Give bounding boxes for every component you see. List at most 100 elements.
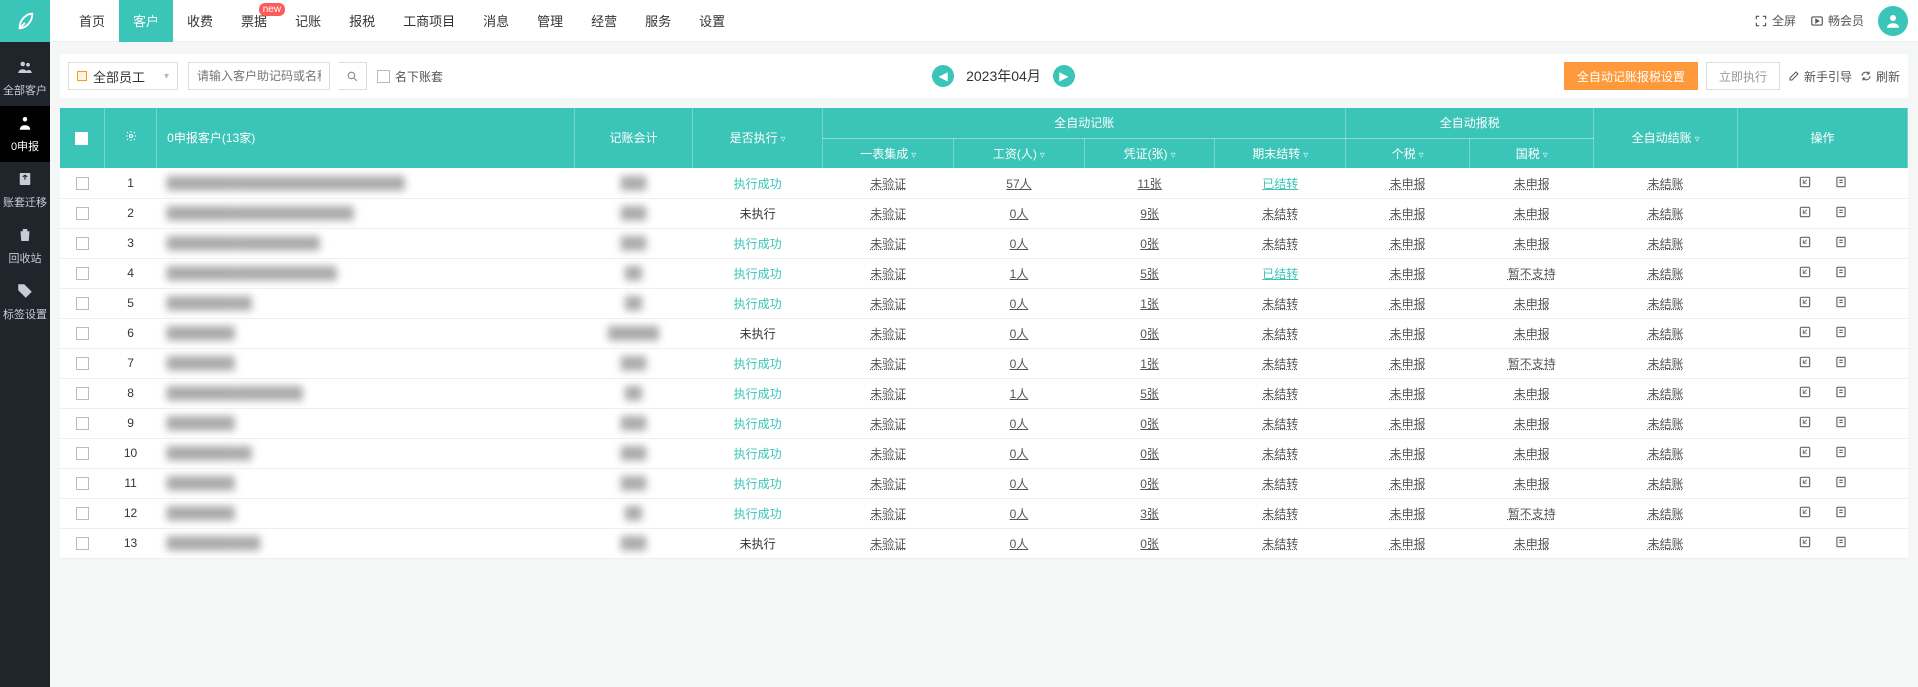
cell-customer[interactable]: ████████	[157, 348, 575, 378]
cell-voucher[interactable]: 0张	[1084, 468, 1215, 498]
cell-form[interactable]: 未验证	[823, 498, 954, 528]
cell-close[interactable]: 未结账	[1594, 438, 1738, 468]
sidebar-item-账套迁移[interactable]: 账套迁移	[0, 162, 50, 218]
cell-salary[interactable]: 0人	[954, 288, 1085, 318]
cell-voucher[interactable]: 9张	[1084, 198, 1215, 228]
th-salary[interactable]: 工资(人)▿	[954, 138, 1085, 168]
cell-ntax[interactable]: 暂不支持	[1470, 348, 1594, 378]
th-exec[interactable]: 是否执行▿	[692, 108, 823, 168]
nav-item-客户[interactable]: 客户	[119, 0, 173, 42]
cell-customer[interactable]: ████████████████████	[157, 258, 575, 288]
row-checkbox[interactable]	[60, 498, 104, 528]
cell-carry[interactable]: 未结转	[1215, 498, 1346, 528]
auto-settings-button[interactable]: 全自动记账报税设置	[1564, 62, 1698, 90]
nav-item-票据[interactable]: 票据new	[227, 0, 281, 42]
cell-ntax[interactable]: 未申报	[1470, 288, 1594, 318]
row-detail-button[interactable]	[1834, 355, 1848, 372]
cell-close[interactable]: 未结账	[1594, 498, 1738, 528]
row-detail-button[interactable]	[1834, 535, 1848, 552]
th-index[interactable]	[104, 108, 156, 168]
cell-carry[interactable]: 未结转	[1215, 438, 1346, 468]
cell-customer[interactable]: ██████████████████	[157, 228, 575, 258]
cell-ptax[interactable]: 未申报	[1346, 348, 1470, 378]
row-detail-button[interactable]	[1834, 325, 1848, 342]
cell-carry[interactable]: 未结转	[1215, 408, 1346, 438]
cell-salary[interactable]: 0人	[954, 438, 1085, 468]
th-customer[interactable]: 0申报客户(13家)	[157, 108, 575, 168]
refresh-link[interactable]: 刷新	[1860, 68, 1900, 85]
cell-form[interactable]: 未验证	[823, 288, 954, 318]
cell-form[interactable]: 未验证	[823, 468, 954, 498]
cell-ptax[interactable]: 未申报	[1346, 528, 1470, 558]
cell-close[interactable]: 未结账	[1594, 408, 1738, 438]
row-edit-button[interactable]	[1798, 235, 1812, 252]
cell-close[interactable]: 未结账	[1594, 348, 1738, 378]
cell-form[interactable]: 未验证	[823, 528, 954, 558]
cell-salary[interactable]: 0人	[954, 468, 1085, 498]
cell-customer[interactable]: ████████	[157, 318, 575, 348]
row-checkbox[interactable]	[60, 198, 104, 228]
row-detail-button[interactable]	[1834, 175, 1848, 192]
cell-voucher[interactable]: 0张	[1084, 228, 1215, 258]
row-checkbox[interactable]	[60, 468, 104, 498]
row-checkbox[interactable]	[60, 318, 104, 348]
row-edit-button[interactable]	[1798, 475, 1812, 492]
row-edit-button[interactable]	[1798, 355, 1812, 372]
cell-close[interactable]: 未结账	[1594, 168, 1738, 198]
cell-carry[interactable]: 未结转	[1215, 348, 1346, 378]
cell-customer[interactable]: ████████	[157, 408, 575, 438]
th-ptax[interactable]: 个税▿	[1346, 138, 1470, 168]
th-voucher[interactable]: 凭证(张)▿	[1084, 138, 1215, 168]
row-edit-button[interactable]	[1798, 505, 1812, 522]
row-detail-button[interactable]	[1834, 475, 1848, 492]
cell-form[interactable]: 未验证	[823, 378, 954, 408]
th-close[interactable]: 全自动结账▿	[1594, 108, 1738, 168]
cell-carry[interactable]: 已结转	[1215, 258, 1346, 288]
cell-carry[interactable]: 未结转	[1215, 318, 1346, 348]
cell-salary[interactable]: 1人	[954, 378, 1085, 408]
th-checkbox[interactable]	[60, 108, 104, 168]
row-edit-button[interactable]	[1798, 535, 1812, 552]
row-edit-button[interactable]	[1798, 205, 1812, 222]
row-edit-button[interactable]	[1798, 445, 1812, 462]
cell-customer[interactable]: ████████████████	[157, 378, 575, 408]
cell-voucher[interactable]: 5张	[1084, 378, 1215, 408]
cell-ntax[interactable]: 未申报	[1470, 528, 1594, 558]
cell-ptax[interactable]: 未申报	[1346, 228, 1470, 258]
cell-form[interactable]: 未验证	[823, 258, 954, 288]
cell-carry[interactable]: 未结转	[1215, 528, 1346, 558]
nav-item-设置[interactable]: 设置	[685, 0, 739, 42]
search-button[interactable]	[339, 62, 367, 90]
run-now-button[interactable]: 立即执行	[1706, 62, 1780, 90]
cell-carry[interactable]: 未结转	[1215, 288, 1346, 318]
cell-ptax[interactable]: 未申报	[1346, 288, 1470, 318]
cell-voucher[interactable]: 3张	[1084, 498, 1215, 528]
cell-close[interactable]: 未结账	[1594, 258, 1738, 288]
cell-customer[interactable]: ████████████████████████████	[157, 168, 575, 198]
th-form[interactable]: 一表集成▿	[823, 138, 954, 168]
cell-salary[interactable]: 0人	[954, 498, 1085, 528]
cell-close[interactable]: 未结账	[1594, 288, 1738, 318]
cell-salary[interactable]: 57人	[954, 168, 1085, 198]
cell-ntax[interactable]: 未申报	[1470, 168, 1594, 198]
cell-ptax[interactable]: 未申报	[1346, 438, 1470, 468]
row-detail-button[interactable]	[1834, 235, 1848, 252]
nav-item-记账[interactable]: 记账	[281, 0, 335, 42]
nav-item-消息[interactable]: 消息	[469, 0, 523, 42]
cell-salary[interactable]: 0人	[954, 528, 1085, 558]
cell-salary[interactable]: 1人	[954, 258, 1085, 288]
row-checkbox[interactable]	[60, 378, 104, 408]
nav-item-收费[interactable]: 收费	[173, 0, 227, 42]
cell-carry[interactable]: 未结转	[1215, 378, 1346, 408]
cell-close[interactable]: 未结账	[1594, 198, 1738, 228]
cell-voucher[interactable]: 0张	[1084, 528, 1215, 558]
nav-item-首页[interactable]: 首页	[65, 0, 119, 42]
cell-ptax[interactable]: 未申报	[1346, 318, 1470, 348]
cell-close[interactable]: 未结账	[1594, 468, 1738, 498]
employee-select[interactable]: 全部员工 ▾	[68, 62, 178, 90]
cell-voucher[interactable]: 1张	[1084, 348, 1215, 378]
row-edit-button[interactable]	[1798, 265, 1812, 282]
row-detail-button[interactable]	[1834, 445, 1848, 462]
cell-salary[interactable]: 0人	[954, 228, 1085, 258]
cell-customer[interactable]: ██████████	[157, 438, 575, 468]
